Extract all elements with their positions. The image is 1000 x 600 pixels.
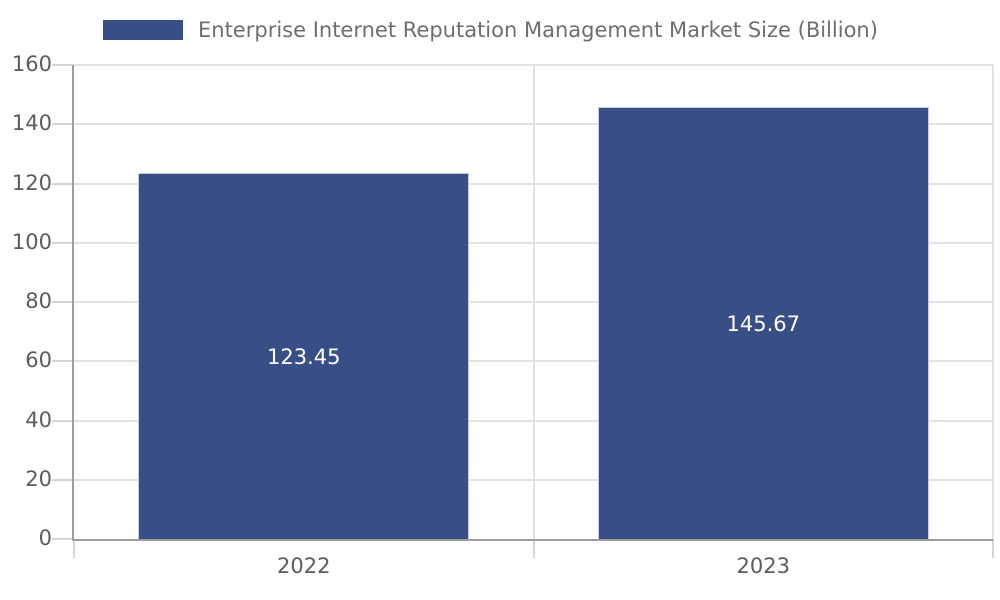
- x-axis-category-label: 2023: [736, 554, 790, 578]
- x-axis-line: [72, 539, 993, 541]
- y-axis-tick: [52, 360, 74, 363]
- y-axis-tick-label: 60: [25, 348, 52, 373]
- y-axis-line: [72, 65, 74, 541]
- plot-area: 0 20 40 60 80 100 120 140 160 123.45 2022 145.67 202…: [12, 54, 994, 578]
- bar-2022[interactable]: 123.45: [138, 173, 470, 539]
- y-axis-tick: [52, 538, 74, 540]
- y-axis-tick: [52, 123, 74, 126]
- y-axis-tick: [52, 478, 74, 481]
- y-axis-tick-label: 0: [38, 526, 52, 551]
- legend[interactable]: Enterprise Internet Reputation Managemen…: [103, 18, 878, 42]
- x-axis-tick: [532, 539, 535, 558]
- gridline-vertical: [992, 65, 994, 539]
- y-axis-tick-label: 80: [25, 289, 52, 314]
- y-axis-tick: [52, 182, 74, 185]
- gridline-vertical: [532, 65, 535, 539]
- legend-label: Enterprise Internet Reputation Managemen…: [198, 18, 878, 42]
- bar-value-label: 145.67: [726, 311, 800, 336]
- y-axis-tick: [52, 241, 74, 244]
- x-axis-tick: [992, 539, 994, 558]
- bar-value-label: 123.45: [267, 344, 341, 369]
- y-axis-tick-label: 160: [11, 52, 52, 77]
- y-axis-tick-label: 140: [11, 111, 52, 136]
- y-axis-tick-label: 100: [11, 229, 52, 254]
- x-axis-category-label: 2022: [277, 554, 331, 578]
- legend-swatch-icon: [103, 20, 183, 40]
- y-axis-tick-label: 40: [25, 407, 52, 432]
- bar-2023[interactable]: 145.67: [597, 107, 929, 539]
- x-axis-tick: [73, 539, 75, 558]
- y-axis-tick: [52, 64, 74, 66]
- y-axis-tick-label: 120: [11, 170, 52, 195]
- y-axis-tick-label: 20: [25, 466, 52, 491]
- y-axis-tick: [52, 419, 74, 422]
- y-axis-tick: [52, 301, 74, 303]
